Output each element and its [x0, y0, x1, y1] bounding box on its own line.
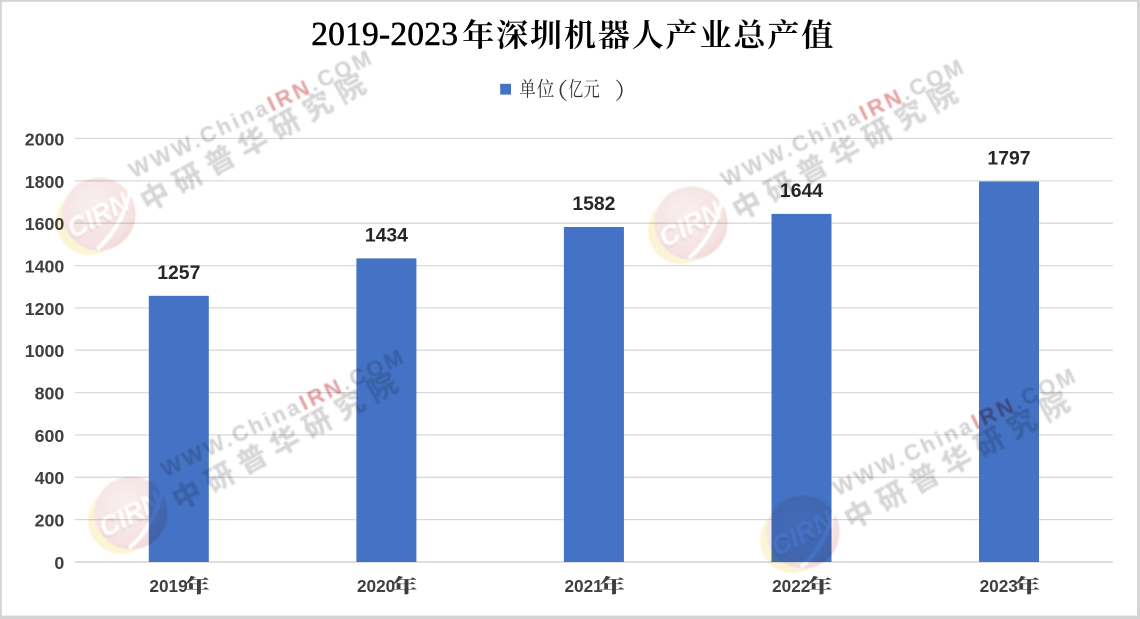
svg-text:1582: 1582 [572, 193, 615, 215]
svg-text:400: 400 [35, 468, 65, 488]
svg-text:600: 600 [35, 426, 65, 446]
svg-text:0: 0 [54, 553, 64, 573]
svg-text:1797: 1797 [987, 148, 1030, 170]
svg-text:2000: 2000 [25, 129, 65, 149]
svg-text:800: 800 [35, 384, 65, 404]
svg-text:2022: 2022 [772, 576, 810, 596]
svg-text:1600: 1600 [25, 214, 65, 234]
svg-text:2019-2023: 2019-2023 [311, 16, 458, 53]
svg-text:2021: 2021 [565, 576, 604, 596]
svg-text:2023: 2023 [980, 576, 1018, 596]
svg-text:1800: 1800 [25, 172, 65, 192]
svg-text:2020: 2020 [357, 576, 395, 596]
svg-text:1434: 1434 [365, 225, 408, 247]
svg-text:2019: 2019 [149, 576, 187, 596]
svg-text:1400: 1400 [25, 256, 65, 276]
svg-text:200: 200 [35, 511, 65, 531]
svg-text:1200: 1200 [25, 299, 65, 319]
svg-text:1000: 1000 [25, 341, 65, 361]
svg-text:1257: 1257 [157, 262, 200, 284]
